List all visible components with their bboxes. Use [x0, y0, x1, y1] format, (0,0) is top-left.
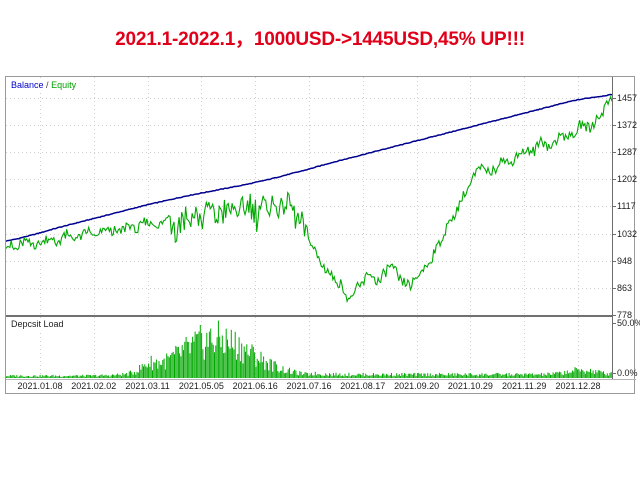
- deposit-load-plot: [6, 317, 612, 379]
- price-tick: 863: [613, 283, 632, 293]
- date-tick: 2021.08.17: [340, 381, 386, 391]
- load-tick-top: 50.0%: [613, 319, 640, 328]
- date-axis: 2021.01.08 2021.02.02 2021.03.11 2021.05.05…: [6, 379, 636, 393]
- page-title: 2021.1-2022.1，1000USD->1445USD,45% UP!!!: [115, 29, 525, 50]
- date-tick: 2021.09.20: [394, 381, 440, 391]
- date-tick: 2021.12.28: [555, 381, 601, 391]
- date-tick: 2021.01.08: [17, 381, 63, 391]
- price-tick: 1372: [613, 121, 637, 130]
- chart-legend: Balance / Equity: [9, 80, 79, 91]
- price-scale: 1457 1372 1287 1202 1117 1032 948 863 778: [612, 77, 637, 320]
- balance-equity-plot: [6, 77, 612, 315]
- price-tick: 1202: [613, 175, 637, 184]
- date-tick: 2021.07.16: [286, 381, 332, 391]
- date-tick: 2021.03.11: [125, 381, 170, 391]
- date-tick: 2021.11.29: [501, 381, 547, 391]
- date-tick: 2021.02.02: [71, 381, 117, 391]
- price-tick: 1032: [613, 229, 637, 239]
- load-tick-bottom: 0.0%: [613, 369, 638, 378]
- price-tick: 1287: [613, 148, 637, 157]
- legend-equity-label: Equity: [51, 80, 77, 90]
- deposit-load-caption: Depcsit Load: [9, 319, 66, 330]
- legend-balance-label: Balance: [11, 80, 44, 90]
- date-tick: 2021.05.05: [178, 381, 224, 391]
- date-tick: 2021.10.29: [447, 381, 493, 391]
- strategy-tester-report-chart: Balance / Equity Depcsit Load 1457 1372 12…: [5, 76, 640, 394]
- balance-equity-panel: Balance / Equity: [6, 77, 612, 317]
- price-tick: 1117: [613, 202, 636, 211]
- legend-separator: /: [46, 80, 49, 90]
- price-tick: 1457: [613, 94, 637, 103]
- date-tick: 2021.06.16: [232, 381, 278, 391]
- price-tick: 778: [613, 310, 632, 320]
- deposit-load-panel: Depcsit Load: [6, 317, 612, 379]
- percent-scale: 50.0% 0.0%: [612, 317, 640, 379]
- price-tick: 948: [613, 256, 632, 266]
